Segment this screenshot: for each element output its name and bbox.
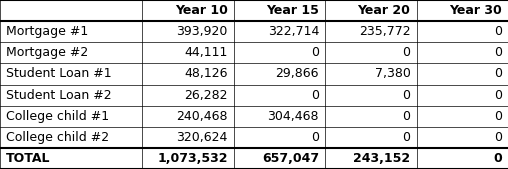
Text: Student Loan #1: Student Loan #1 (6, 67, 112, 80)
Text: 393,920: 393,920 (176, 25, 228, 38)
Text: College child #1: College child #1 (6, 110, 109, 123)
Text: 44,111: 44,111 (184, 46, 228, 59)
Text: TOTAL: TOTAL (6, 152, 51, 165)
Text: Year 15: Year 15 (266, 4, 319, 17)
Text: 0: 0 (311, 89, 319, 102)
Text: Year 10: Year 10 (175, 4, 228, 17)
Text: 235,772: 235,772 (359, 25, 410, 38)
Text: 243,152: 243,152 (354, 152, 410, 165)
Text: College child #2: College child #2 (6, 131, 109, 144)
Text: 657,047: 657,047 (262, 152, 319, 165)
Text: 0: 0 (494, 46, 502, 59)
Text: 0: 0 (494, 89, 502, 102)
Text: 0: 0 (494, 110, 502, 123)
Text: 0: 0 (402, 131, 410, 144)
Text: 240,468: 240,468 (176, 110, 228, 123)
Text: 0: 0 (311, 131, 319, 144)
Text: 0: 0 (494, 25, 502, 38)
Text: 0: 0 (493, 152, 502, 165)
Text: 0: 0 (402, 110, 410, 123)
Text: Mortgage #1: Mortgage #1 (6, 25, 88, 38)
Text: 48,126: 48,126 (184, 67, 228, 80)
Text: Year 20: Year 20 (358, 4, 410, 17)
Text: 7,380: 7,380 (374, 67, 410, 80)
Text: 304,468: 304,468 (268, 110, 319, 123)
Text: 29,866: 29,866 (275, 67, 319, 80)
Text: Year 30: Year 30 (449, 4, 502, 17)
Text: 26,282: 26,282 (184, 89, 228, 102)
Text: 0: 0 (494, 131, 502, 144)
Text: 0: 0 (494, 67, 502, 80)
Text: 322,714: 322,714 (268, 25, 319, 38)
Text: 0: 0 (311, 46, 319, 59)
Text: 1,073,532: 1,073,532 (157, 152, 228, 165)
Text: Student Loan #2: Student Loan #2 (6, 89, 112, 102)
Text: 0: 0 (402, 89, 410, 102)
Text: 320,624: 320,624 (176, 131, 228, 144)
Text: Mortgage #2: Mortgage #2 (6, 46, 88, 59)
Text: 0: 0 (402, 46, 410, 59)
